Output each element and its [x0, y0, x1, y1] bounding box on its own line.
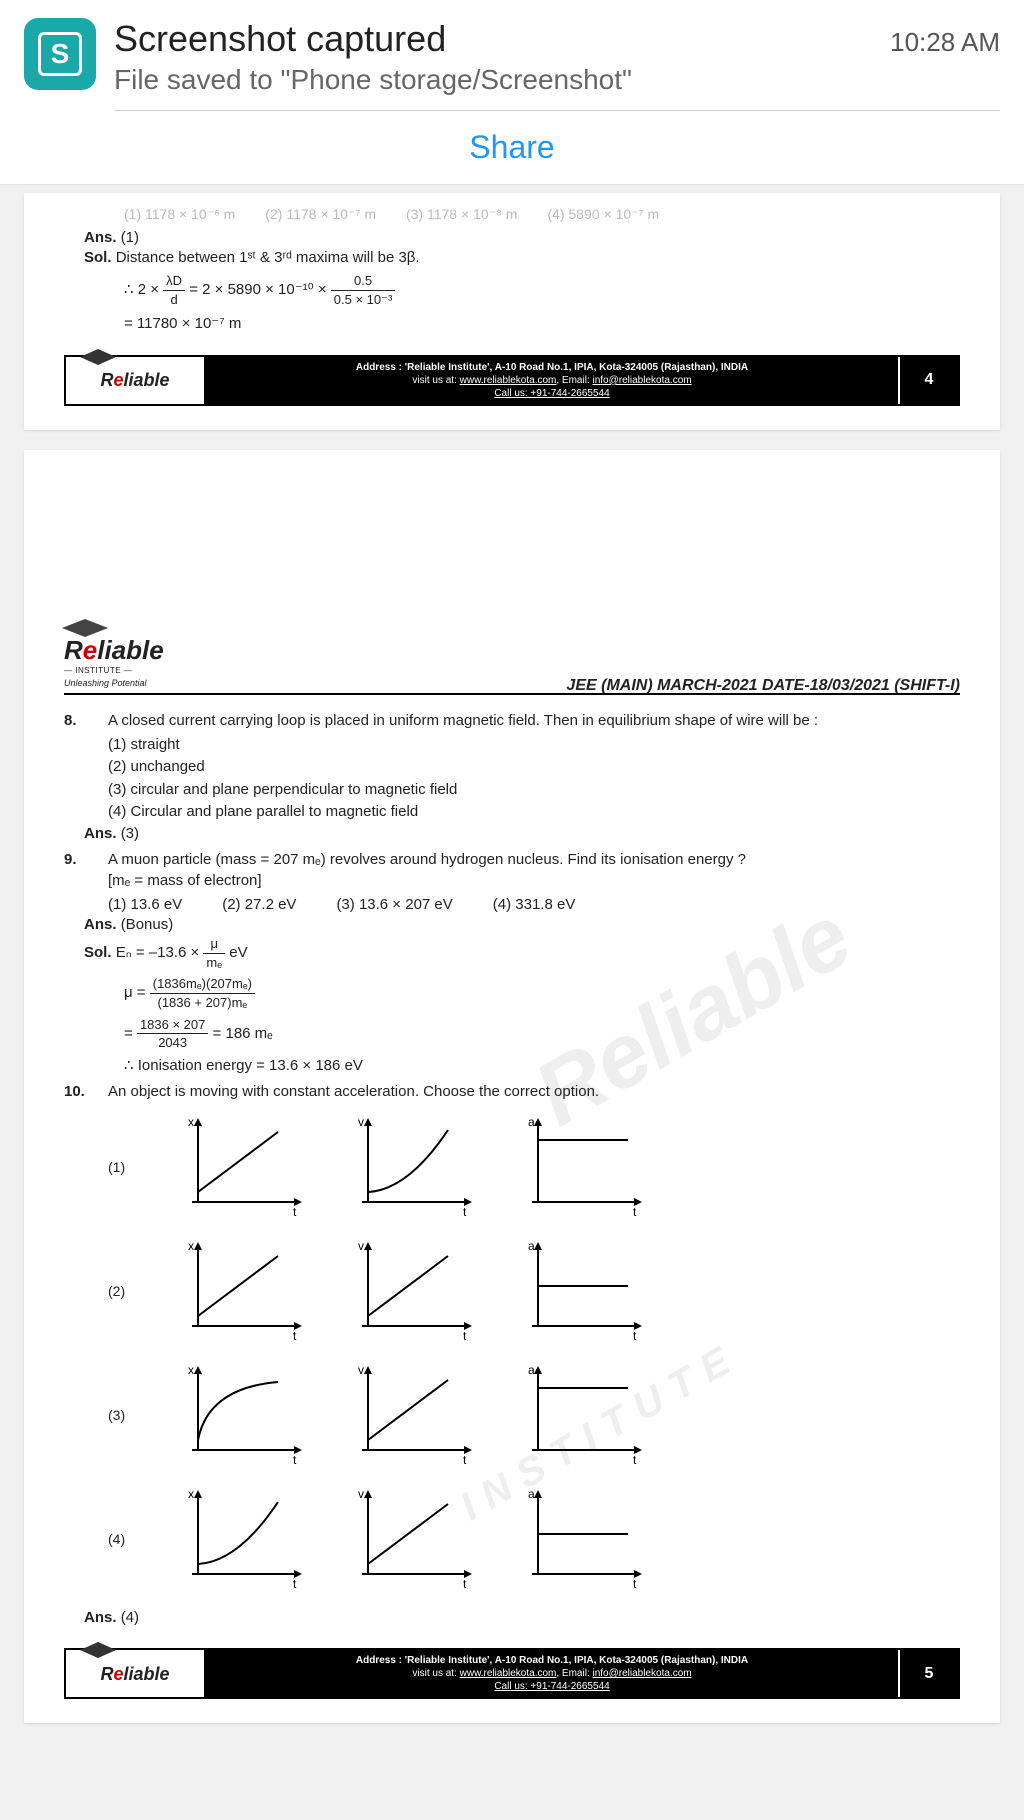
solution-text: Distance between 1ˢᵗ & 3ʳᵈ maxima will b… — [116, 249, 420, 266]
page-footer: Reliable Address : 'Reliable Institute',… — [64, 355, 960, 406]
notification-subtitle: File saved to "Phone storage/Screenshot" — [114, 64, 1000, 96]
answer-value: (1) — [121, 229, 139, 246]
option-label: (1) — [108, 1158, 148, 1177]
svg-text:a: a — [528, 1115, 535, 1129]
document-page-2: Reliable INSTITUTE Reliable — INSTITUTE … — [24, 450, 1000, 1724]
svg-text:t: t — [463, 1205, 467, 1219]
svg-text:t: t — [633, 1329, 637, 1343]
mini-graph: v t — [348, 1360, 488, 1470]
mini-graph: a t — [518, 1484, 658, 1594]
screenshot-notification: S Screenshot captured 10:28 AM File save… — [0, 0, 1024, 185]
answer-value: (4) — [121, 1609, 139, 1626]
answer-value: (Bonus) — [121, 916, 174, 933]
q-option: (3) circular and plane perpendicular to … — [108, 780, 960, 800]
equation-part: ∴ 2 × — [124, 281, 159, 298]
footer-logo: Reliable — [66, 1650, 206, 1697]
app-icon: S — [24, 18, 96, 90]
share-button[interactable]: Share — [469, 129, 554, 166]
mini-graph: x t — [178, 1236, 318, 1346]
mini-graph: a t — [518, 1112, 658, 1222]
graduation-cap-icon — [78, 347, 118, 367]
mini-graph: x t — [178, 1360, 318, 1470]
svg-text:a: a — [528, 1363, 535, 1377]
question-text: [mₑ = mass of electron] — [108, 871, 960, 891]
question-text: A muon particle (mass = 207 mₑ) revolves… — [108, 850, 960, 870]
svg-text:t: t — [633, 1453, 637, 1467]
exam-title: JEE (MAIN) MARCH-2021 DATE-18/03/2021 (S… — [64, 675, 960, 697]
notification-time: 10:28 AM — [890, 27, 1000, 58]
answer-value: (3) — [121, 825, 139, 842]
svg-text:v: v — [358, 1239, 364, 1253]
svg-text:x: x — [188, 1239, 194, 1253]
svg-text:t: t — [463, 1577, 467, 1591]
mini-graph: v t — [348, 1484, 488, 1594]
svg-text:v: v — [358, 1115, 364, 1129]
svg-text:a: a — [528, 1487, 535, 1501]
svg-text:t: t — [293, 1329, 297, 1343]
graduation-cap-icon — [78, 1640, 118, 1660]
svg-text:x: x — [188, 1487, 194, 1501]
header-logo: Reliable — [64, 635, 164, 665]
q-option: (3) 1178 × 10⁻⁸ m — [406, 205, 517, 224]
mini-graph: v t — [348, 1112, 488, 1222]
svg-text:t: t — [293, 1205, 297, 1219]
svg-text:a: a — [528, 1239, 535, 1253]
equation-part: = 2 × 5890 × 10⁻¹⁰ × — [189, 281, 326, 298]
svg-text:x: x — [188, 1115, 194, 1129]
option-label: (3) — [108, 1406, 148, 1425]
question-text: An object is moving with constant accele… — [108, 1082, 960, 1102]
solution-conclusion: ∴ Ionisation energy = 13.6 × 186 eV — [124, 1056, 960, 1076]
q-option: (1) 13.6 eV — [108, 895, 182, 915]
svg-text:x: x — [188, 1363, 194, 1377]
svg-text:t: t — [463, 1329, 467, 1343]
q-option: (4) 331.8 eV — [493, 895, 576, 915]
footer-logo: Reliable — [66, 357, 206, 404]
svg-text:t: t — [633, 1205, 637, 1219]
svg-text:t: t — [633, 1577, 637, 1591]
q-option: (2) 27.2 eV — [222, 895, 296, 915]
q-option: (2) unchanged — [108, 757, 960, 777]
notification-title: Screenshot captured — [114, 18, 446, 60]
document-page-1: (1) 1178 × 10⁻⁶ m (2) 1178 × 10⁻⁷ m (3) … — [24, 193, 1000, 430]
option-label: (4) — [108, 1530, 148, 1549]
question-number: 8. — [64, 711, 94, 824]
mini-graph: a t — [518, 1236, 658, 1346]
svg-text:t: t — [293, 1453, 297, 1467]
q-option: (3) 13.6 × 207 eV — [336, 895, 452, 915]
svg-text:v: v — [358, 1363, 364, 1377]
svg-text:v: v — [358, 1487, 364, 1501]
mini-graph: v t — [348, 1236, 488, 1346]
solution-label: Sol. — [84, 249, 112, 266]
svg-text:t: t — [463, 1453, 467, 1467]
q-option: (4) Circular and plane parallel to magne… — [108, 802, 960, 822]
question-number: 9. — [64, 850, 94, 915]
mini-graph: x t — [178, 1112, 318, 1222]
graphs-grid: (1) x t v t a t (2) x t v t — [108, 1112, 960, 1594]
svg-text:t: t — [293, 1577, 297, 1591]
q-option: (1) 1178 × 10⁻⁶ m — [124, 205, 235, 224]
equation-result: = 11780 × 10⁻⁷ m — [124, 314, 960, 334]
mini-graph: a t — [518, 1360, 658, 1470]
question-text: A closed current carrying loop is placed… — [108, 711, 960, 731]
q-option: (2) 1178 × 10⁻⁷ m — [265, 205, 376, 224]
q-option: (4) 5890 × 10⁻⁷ m — [547, 205, 659, 224]
page-number: 5 — [898, 1650, 958, 1697]
question-number: 10. — [64, 1082, 94, 1102]
mini-graph: x t — [178, 1484, 318, 1594]
option-label: (2) — [108, 1282, 148, 1301]
answer-label: Ans. — [84, 229, 117, 246]
page-footer: Reliable Address : 'Reliable Institute',… — [64, 1648, 960, 1699]
q-option: (1) straight — [108, 735, 960, 755]
page-number: 4 — [898, 357, 958, 404]
